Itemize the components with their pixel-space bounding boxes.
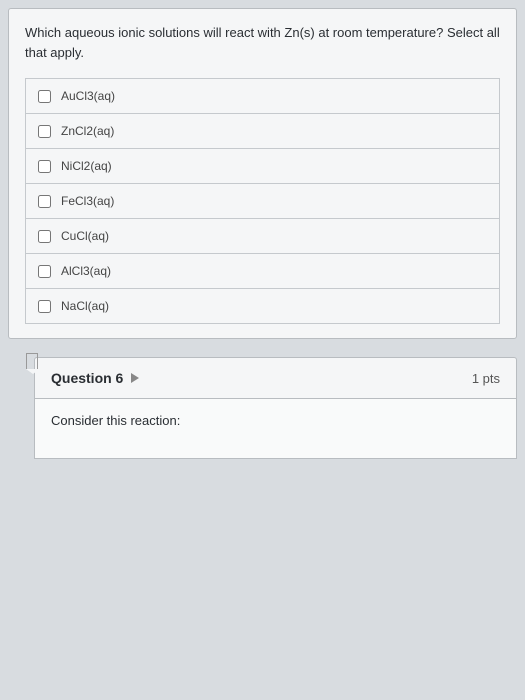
table-row: NiCl2(aq) xyxy=(26,149,500,184)
options-table: AuCl3(aq) ZnCl2(aq) NiCl2(aq) FeCl3(aq) xyxy=(25,78,500,324)
option-fecl3[interactable]: FeCl3(aq) xyxy=(38,194,487,208)
table-row: FeCl3(aq) xyxy=(26,184,500,219)
option-nacl[interactable]: NaCl(aq) xyxy=(38,299,487,313)
table-row: NaCl(aq) xyxy=(26,289,500,324)
option-label: NaCl(aq) xyxy=(61,299,109,313)
option-label: FeCl3(aq) xyxy=(61,194,114,208)
checkbox-zncl2[interactable] xyxy=(38,125,51,138)
option-alcl3[interactable]: AlCl3(aq) xyxy=(38,264,487,278)
option-label: ZnCl2(aq) xyxy=(61,124,114,138)
question-points: 1 pts xyxy=(472,371,500,386)
bookmark-icon[interactable] xyxy=(26,353,38,369)
checkbox-nacl[interactable] xyxy=(38,300,51,313)
table-row: AuCl3(aq) xyxy=(26,79,500,114)
option-zncl2[interactable]: ZnCl2(aq) xyxy=(38,124,487,138)
flag-icon[interactable] xyxy=(131,373,139,383)
option-label: AlCl3(aq) xyxy=(61,264,111,278)
question-title: Question 6 xyxy=(51,370,123,386)
checkbox-alcl3[interactable] xyxy=(38,265,51,278)
option-aucl3[interactable]: AuCl3(aq) xyxy=(38,89,487,103)
table-row: CuCl(aq) xyxy=(26,219,500,254)
checkbox-aucl3[interactable] xyxy=(38,90,51,103)
question-title-row: Question 6 xyxy=(51,370,139,386)
option-label: AuCl3(aq) xyxy=(61,89,115,103)
option-nicl2[interactable]: NiCl2(aq) xyxy=(38,159,487,173)
question-body-text: Consider this reaction: xyxy=(51,413,180,428)
option-label: NiCl2(aq) xyxy=(61,159,112,173)
question-body: Consider this reaction: xyxy=(34,399,517,459)
option-cucl[interactable]: CuCl(aq) xyxy=(38,229,487,243)
question-header: Question 6 1 pts xyxy=(34,357,517,399)
checkbox-fecl3[interactable] xyxy=(38,195,51,208)
question-card: Which aqueous ionic solutions will react… xyxy=(8,8,517,339)
checkbox-cucl[interactable] xyxy=(38,230,51,243)
question-6-wrap: Question 6 1 pts Consider this reaction: xyxy=(8,357,517,459)
table-row: ZnCl2(aq) xyxy=(26,114,500,149)
table-row: AlCl3(aq) xyxy=(26,254,500,289)
question-prompt: Which aqueous ionic solutions will react… xyxy=(25,23,500,62)
option-label: CuCl(aq) xyxy=(61,229,109,243)
checkbox-nicl2[interactable] xyxy=(38,160,51,173)
